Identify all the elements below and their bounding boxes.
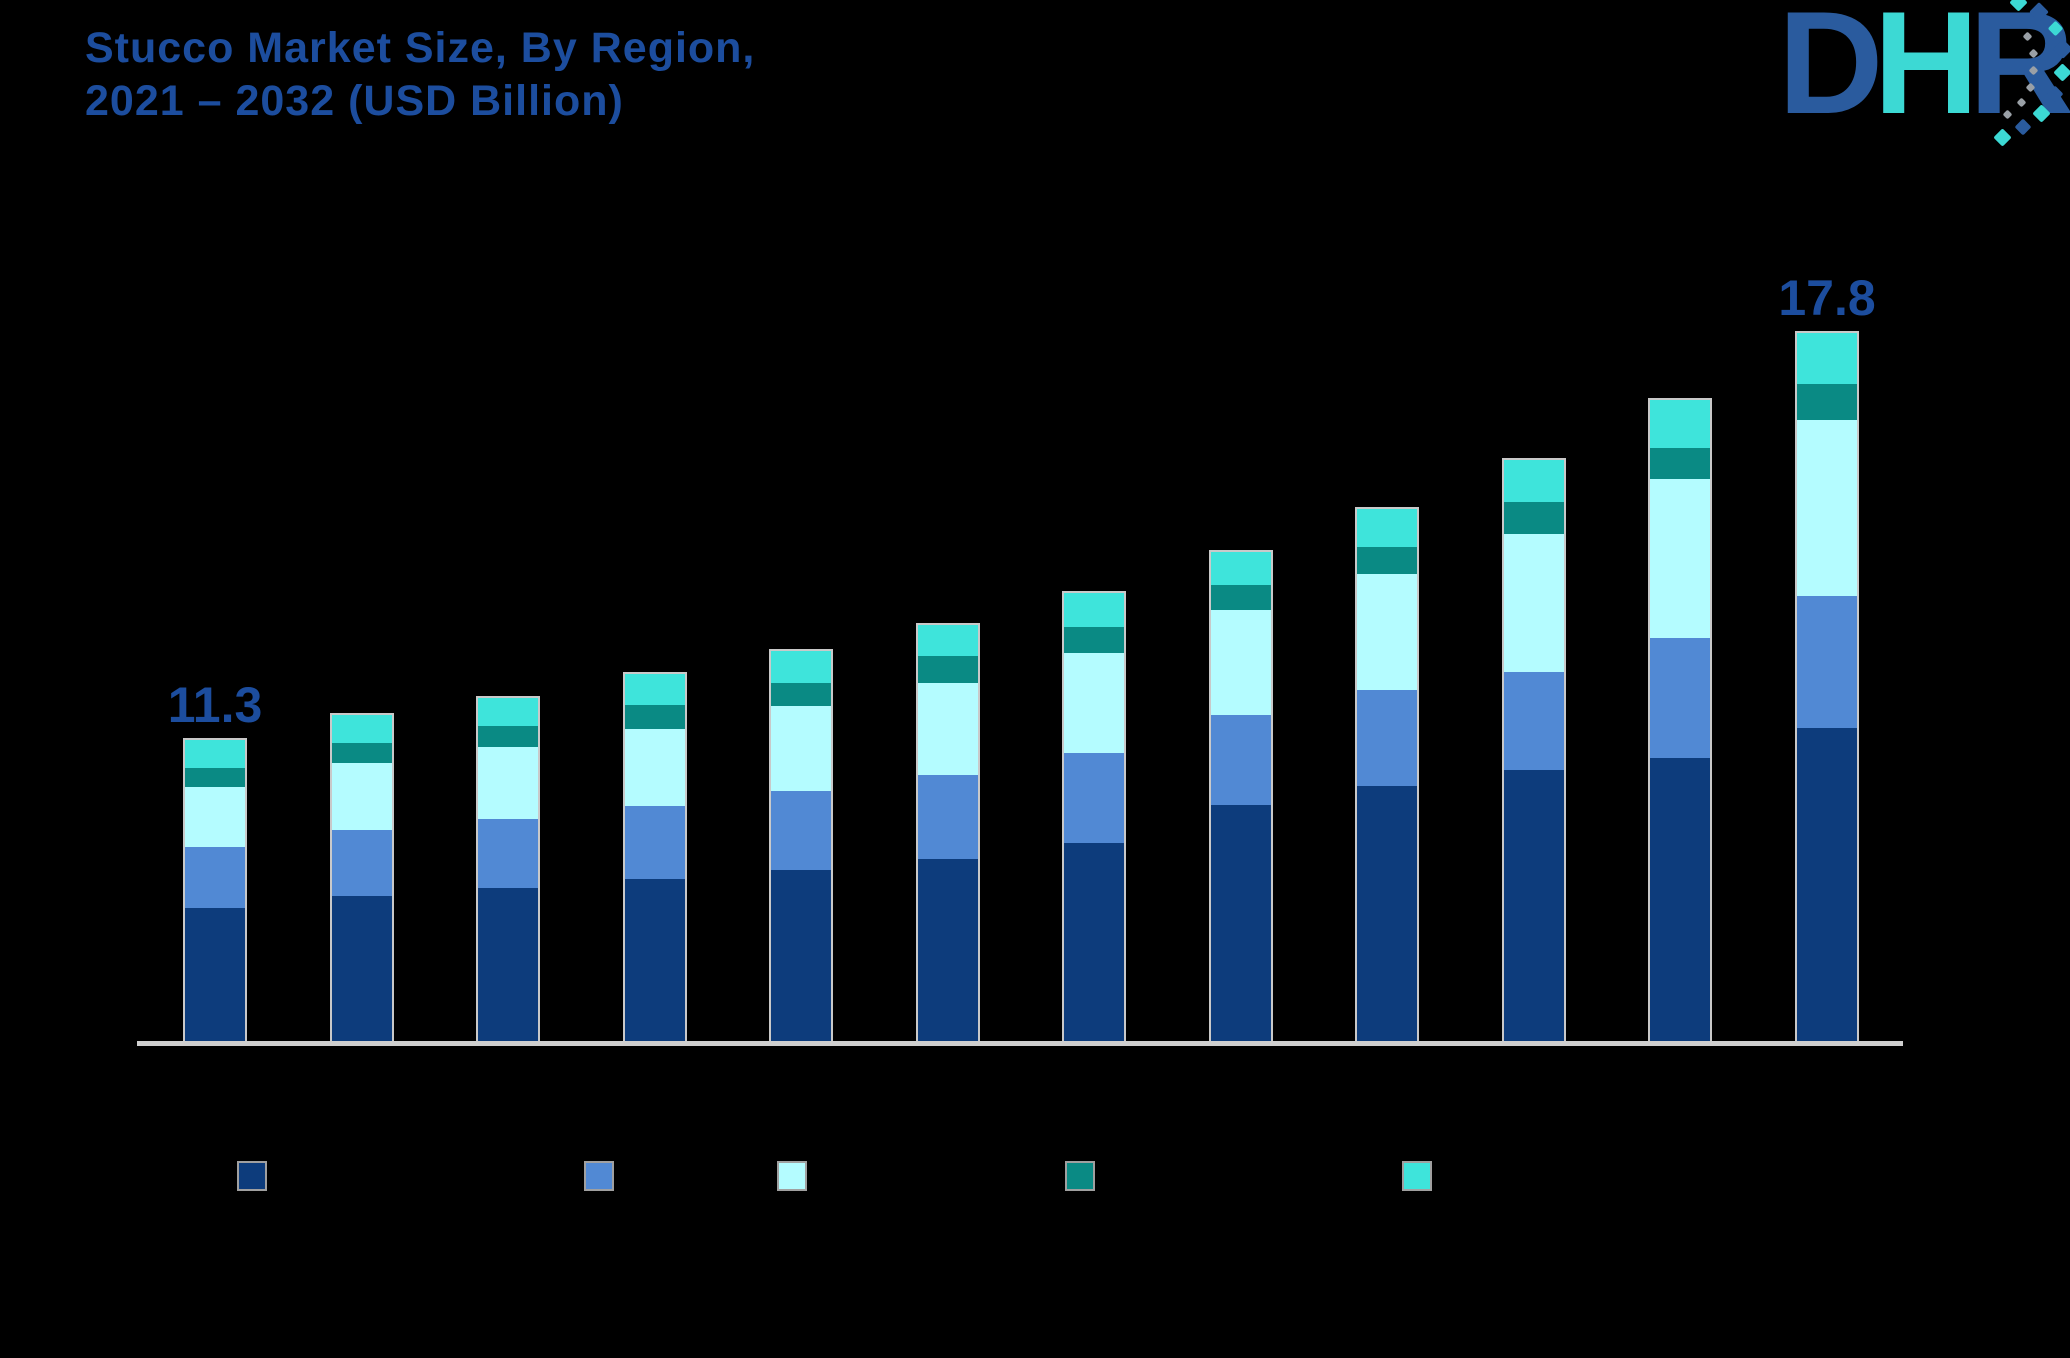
segment-dark-navy-2027 <box>1064 843 1124 1042</box>
segment-turquoise-2027 <box>1064 593 1124 627</box>
segment-turquoise-2030 <box>1504 460 1564 502</box>
segment-turquoise-2024 <box>625 674 685 705</box>
segment-dark-navy-2022 <box>332 896 392 1042</box>
segment-dark-navy-2023 <box>478 888 538 1042</box>
legend-swatch-segment-medium-blue <box>584 1161 614 1191</box>
segment-medium-blue-2021 <box>185 847 245 908</box>
bar-2023 <box>476 696 540 1044</box>
chart-title-line2: 2021 – 2032 (USD Billion) <box>85 77 624 125</box>
segment-dark-navy-2032 <box>1797 728 1857 1042</box>
segment-pale-cyan-2025 <box>771 706 831 791</box>
legend-swatch-segment-dark-navy <box>237 1161 267 1191</box>
bar-2028 <box>1209 550 1273 1044</box>
segment-dark-teal-2023 <box>478 726 538 747</box>
segment-dark-teal-2025 <box>771 683 831 706</box>
segment-dark-teal-2028 <box>1211 585 1271 610</box>
segment-turquoise-2021 <box>185 740 245 768</box>
legend-swatch-segment-turquoise <box>1402 1161 1432 1191</box>
dhr-logo: DHR <box>1778 0 2070 147</box>
logo-letter-d: D <box>1778 0 1883 144</box>
segment-dark-navy-2025 <box>771 870 831 1042</box>
legend-swatch-segment-pale-cyan <box>777 1161 807 1191</box>
segment-turquoise-2025 <box>771 651 831 683</box>
legend-swatch-segment-dark-teal <box>1065 1161 1095 1191</box>
value-label-2032: 17.8 <box>1778 270 1876 326</box>
bar-2029 <box>1355 507 1419 1044</box>
segment-medium-blue-2031 <box>1650 638 1710 758</box>
segment-dark-teal-2021 <box>185 768 245 787</box>
segment-medium-blue-2023 <box>478 819 538 888</box>
bar-2026 <box>916 623 980 1044</box>
segment-pale-cyan-2029 <box>1357 574 1417 690</box>
x-axis-line <box>137 1041 1903 1046</box>
bar-2024 <box>623 672 687 1044</box>
dhr-logo-letters: DHR <box>1778 0 2070 138</box>
segment-dark-navy-2026 <box>918 859 978 1042</box>
segment-pale-cyan-2021 <box>185 787 245 847</box>
segment-medium-blue-2030 <box>1504 672 1564 770</box>
segment-medium-blue-2022 <box>332 830 392 896</box>
segment-turquoise-2031 <box>1650 400 1710 448</box>
segment-medium-blue-2029 <box>1357 690 1417 786</box>
segment-pale-cyan-2023 <box>478 747 538 819</box>
segment-dark-teal-2031 <box>1650 448 1710 479</box>
chart-title-line1: Stucco Market Size, By Region, <box>85 24 756 72</box>
segment-medium-blue-2026 <box>918 775 978 859</box>
segment-dark-teal-2022 <box>332 743 392 763</box>
segment-dark-navy-2024 <box>625 879 685 1042</box>
segment-pale-cyan-2026 <box>918 683 978 775</box>
segment-medium-blue-2028 <box>1211 715 1271 805</box>
segment-pale-cyan-2030 <box>1504 534 1564 672</box>
segment-dark-navy-2031 <box>1650 758 1710 1042</box>
segment-pale-cyan-2032 <box>1797 420 1857 596</box>
segment-turquoise-2029 <box>1357 509 1417 547</box>
segment-turquoise-2032 <box>1797 333 1857 384</box>
segment-medium-blue-2032 <box>1797 596 1857 728</box>
logo-letter-r: R <box>1968 0 2070 144</box>
segment-dark-teal-2029 <box>1357 547 1417 574</box>
bar-2031 <box>1648 398 1712 1044</box>
segment-pale-cyan-2027 <box>1064 653 1124 753</box>
segment-pale-cyan-2022 <box>332 763 392 830</box>
bar-2025 <box>769 649 833 1044</box>
segment-turquoise-2026 <box>918 625 978 656</box>
segment-dark-teal-2032 <box>1797 384 1857 420</box>
segment-turquoise-2028 <box>1211 552 1271 585</box>
segment-medium-blue-2024 <box>625 806 685 879</box>
segment-dark-navy-2029 <box>1357 786 1417 1042</box>
bar-2030 <box>1502 458 1566 1044</box>
segment-pale-cyan-2024 <box>625 729 685 806</box>
segment-dark-teal-2027 <box>1064 627 1124 653</box>
segment-dark-teal-2030 <box>1504 502 1564 534</box>
segment-turquoise-2023 <box>478 698 538 726</box>
value-label-2021: 11.3 <box>167 677 263 733</box>
logo-letter-h: H <box>1873 0 1978 144</box>
segment-dark-navy-2021 <box>185 908 245 1042</box>
segment-pale-cyan-2028 <box>1211 610 1271 715</box>
bar-2027 <box>1062 591 1126 1044</box>
bar-2032 <box>1795 331 1859 1044</box>
segment-medium-blue-2027 <box>1064 753 1124 843</box>
segment-dark-navy-2028 <box>1211 805 1271 1042</box>
segment-turquoise-2022 <box>332 715 392 743</box>
segment-dark-navy-2030 <box>1504 770 1564 1042</box>
segment-dark-teal-2026 <box>918 656 978 683</box>
segment-pale-cyan-2031 <box>1650 479 1710 638</box>
chart-title: Stucco Market Size, By Region, 2021 – 20… <box>85 22 755 128</box>
segment-dark-teal-2024 <box>625 705 685 729</box>
bar-2022 <box>330 713 394 1044</box>
bar-2021 <box>183 738 247 1044</box>
segment-medium-blue-2025 <box>771 791 831 870</box>
